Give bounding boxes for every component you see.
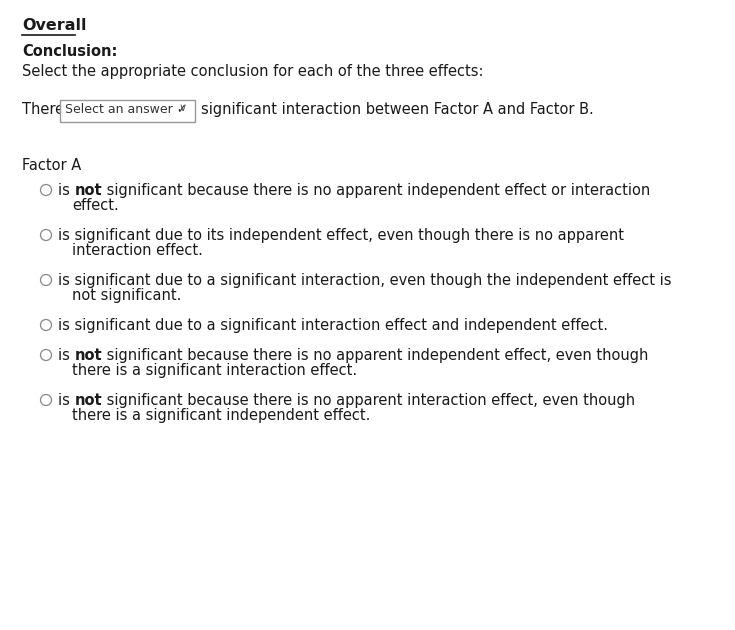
Text: is: is	[58, 393, 74, 408]
Text: Factor A: Factor A	[22, 158, 82, 173]
Text: ∨: ∨	[179, 103, 187, 113]
Text: there is a significant interaction effect.: there is a significant interaction effec…	[72, 363, 357, 378]
Text: There: There	[22, 102, 64, 117]
Text: Select an answer ✓: Select an answer ✓	[65, 103, 187, 116]
Text: significant because there is no apparent interaction effect, even though: significant because there is no apparent…	[102, 393, 635, 408]
Text: interaction effect.: interaction effect.	[72, 243, 203, 258]
Text: significant interaction between Factor A and Factor B.: significant interaction between Factor A…	[201, 102, 594, 117]
Text: Conclusion:: Conclusion:	[22, 44, 118, 59]
Text: not: not	[74, 348, 102, 363]
Text: there is a significant independent effect.: there is a significant independent effec…	[72, 408, 370, 423]
Text: not: not	[74, 183, 102, 198]
Text: Overall: Overall	[22, 18, 87, 33]
Text: significant because there is no apparent independent effect, even though: significant because there is no apparent…	[102, 348, 648, 363]
Text: not significant.: not significant.	[72, 288, 182, 303]
Text: is significant due to its independent effect, even though there is no apparent: is significant due to its independent ef…	[58, 228, 624, 243]
FancyBboxPatch shape	[60, 100, 195, 122]
Text: effect.: effect.	[72, 198, 119, 213]
Text: is: is	[58, 348, 74, 363]
Text: is significant due to a significant interaction, even though the independent eff: is significant due to a significant inte…	[58, 273, 672, 288]
Text: significant because there is no apparent independent effect or interaction: significant because there is no apparent…	[102, 183, 650, 198]
Text: is: is	[58, 183, 74, 198]
Text: Select the appropriate conclusion for each of the three effects:: Select the appropriate conclusion for ea…	[22, 64, 484, 79]
Text: not: not	[74, 393, 102, 408]
Text: is significant due to a significant interaction effect and independent effect.: is significant due to a significant inte…	[58, 318, 608, 333]
